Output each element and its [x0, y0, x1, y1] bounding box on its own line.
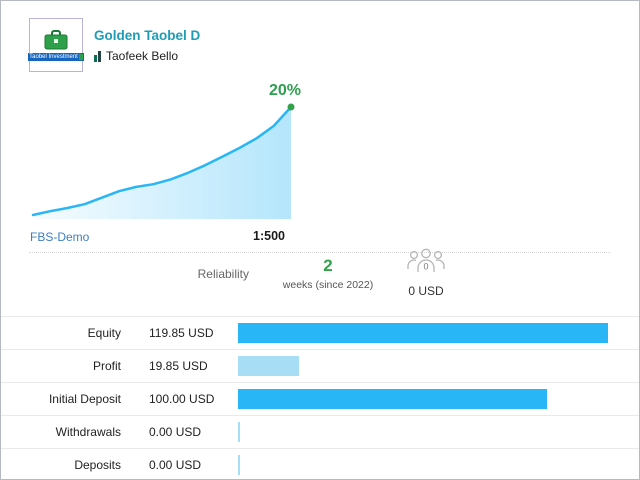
reliability-label: Reliability	[197, 267, 249, 281]
weeks-value: 2	[323, 256, 333, 275]
signal-author[interactable]: Taofeek Bello	[94, 49, 178, 63]
weeks-caption: weeks (since 2022)	[282, 279, 374, 291]
growth-percent-label: 20%	[268, 82, 301, 99]
stats-table: Equity 119.85 USD Profit 19.85 USD Initi…	[1, 316, 639, 479]
table-row: Profit 19.85 USD	[1, 349, 639, 382]
withdrawals-bar	[238, 422, 240, 442]
table-row: Initial Deposit 100.00 USD	[1, 382, 639, 415]
subscribers-icon: 0	[407, 248, 445, 272]
row-label: Initial Deposit	[48, 392, 121, 406]
growth-end-dot	[287, 103, 295, 111]
author-chart-icon	[94, 50, 101, 62]
reliability-weeks: 2 weeks (since 2022)	[278, 256, 378, 292]
row-value: 19.85 USD	[149, 359, 208, 373]
growth-line	[31, 105, 293, 217]
subscribers-block: 0 0 USD	[397, 247, 455, 298]
table-row: Deposits 0.00 USD	[1, 448, 639, 479]
bar-track	[238, 356, 608, 376]
growth-chart	[31, 103, 295, 219]
growth-area-fill	[33, 107, 291, 219]
table-row: Withdrawals 0.00 USD	[1, 415, 639, 448]
table-row: Equity 119.85 USD	[1, 316, 639, 349]
equity-bar	[238, 323, 608, 343]
leverage-value: 1:500	[253, 229, 285, 243]
bar-track	[238, 455, 608, 475]
author-name: Taofeek Bello	[106, 49, 179, 63]
initial-deposit-bar	[238, 389, 547, 409]
row-value: 119.85 USD	[149, 326, 214, 340]
row-label: Equity	[87, 326, 121, 340]
row-value: 0.00 USD	[149, 425, 202, 439]
subscribers-count: 0	[423, 262, 428, 272]
row-label: Deposits	[74, 458, 121, 472]
broker-link[interactable]: FBS-Demo	[30, 230, 90, 244]
logo-green-square	[78, 54, 83, 60]
row-label: Withdrawals	[55, 425, 121, 439]
row-value: 0.00 USD	[149, 458, 202, 472]
bar-track	[238, 422, 608, 442]
profit-bar	[238, 356, 300, 376]
bar-track	[238, 323, 608, 343]
funds-label: 0 USD	[408, 284, 444, 298]
deposits-bar	[238, 455, 240, 475]
signal-title[interactable]: Golden Taobel D	[94, 28, 201, 43]
row-label: Profit	[92, 359, 121, 373]
briefcase-icon	[44, 30, 68, 50]
signal-logo: Taobel Investment	[28, 18, 84, 72]
logo-text: Taobel Investment	[28, 53, 84, 61]
dotted-separator	[29, 252, 611, 253]
row-value: 100.00 USD	[149, 392, 215, 406]
bar-track	[238, 389, 608, 409]
